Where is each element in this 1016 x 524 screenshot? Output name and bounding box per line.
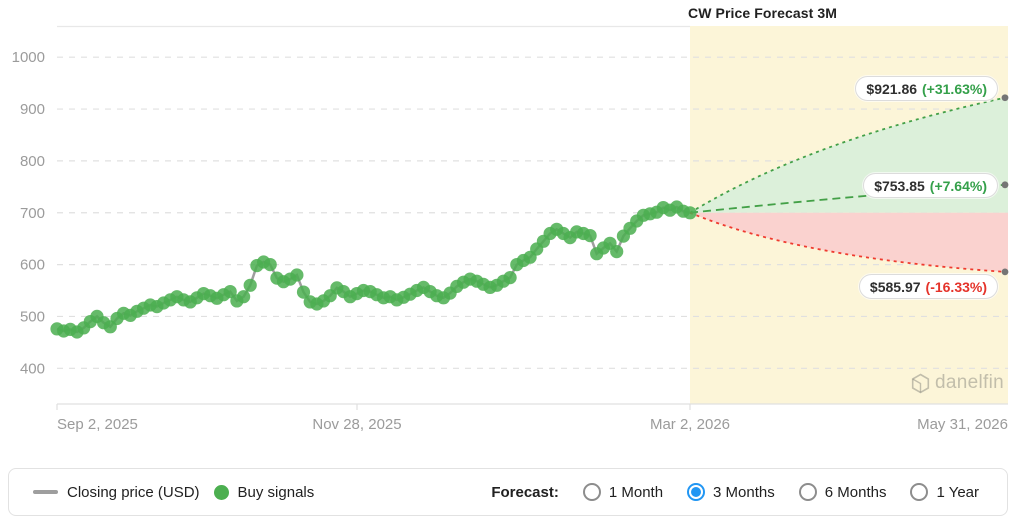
radio-icon[interactable]	[687, 483, 706, 501]
forecast-mid-price: $753.85	[874, 177, 925, 194]
buy-signal-point	[263, 258, 277, 272]
forecast-high-price: $921.86	[866, 80, 918, 97]
price-chart: 400 500 600 700 800 900 1000 Sep 2, 2025 Nov 28,…	[12, 25, 1009, 433]
danelfin-watermark: danelfin	[910, 372, 1004, 394]
x-axis-tick-label: Mar 2, 2026	[650, 416, 730, 433]
closing-price-line	[56, 205, 691, 334]
forecast-low-price: $585.97	[869, 278, 921, 295]
x-axis-tick-label: Sep 2, 2025	[57, 416, 138, 433]
radio-label: 1 Year	[936, 483, 979, 501]
radio-label: 6 Months	[824, 483, 887, 501]
radio-label: 1 Month	[608, 483, 664, 501]
forecast-high-line	[689, 96, 1006, 214]
chart-title: CW Price Forecast 3M	[688, 5, 838, 21]
x-axis-tick-label: May 31, 2026	[917, 416, 1008, 433]
y-axis-tick-label: 700	[20, 205, 45, 222]
forecast-downside-area	[690, 212, 1008, 272]
y-axis-tick-label: 800	[20, 153, 45, 170]
y-axis-tick-label: 500	[20, 308, 45, 325]
forecast-option-3-months[interactable]: 3 Months	[687, 483, 775, 501]
forecast-option-1-year[interactable]: 1 Year	[910, 483, 979, 501]
forecast-high-pct: (+31.63%)	[922, 80, 987, 97]
y-axis-tick-label: 900	[20, 101, 45, 118]
watermark-label: danelfin	[935, 372, 1004, 393]
buy-signal-point	[583, 229, 597, 243]
legend-buy-signals: Buy signals	[213, 483, 315, 501]
forecast-option-6-months[interactable]: 6 Months	[798, 483, 887, 501]
danelfin-logo-icon	[911, 373, 930, 393]
forecast-endpoint-dot	[1001, 94, 1009, 102]
radio-icon[interactable]	[582, 483, 601, 501]
x-axis-tick-label: Nov 28, 2025	[312, 416, 401, 433]
legend-bar: Closing price (USD) Buy signals Forecast…	[8, 468, 1008, 516]
buy-signals-label: Buy signals	[237, 483, 315, 501]
buy-signal-point	[610, 245, 624, 259]
buy-signal-point	[683, 206, 697, 220]
buy-signal-point	[290, 268, 304, 282]
buy-signal-point	[503, 271, 517, 285]
buy-signal-point	[223, 285, 237, 299]
legend-closing-price: Closing price (USD)	[33, 484, 200, 501]
radio-icon[interactable]	[910, 483, 929, 501]
forecast-low-label: $585.97 (-16.33%)	[858, 274, 998, 299]
forecast-mid-label: $753.85 (+7.64%)	[863, 173, 998, 198]
buy-signal-point	[237, 290, 251, 304]
radio-icon[interactable]	[798, 483, 817, 501]
buy-signal-point	[296, 285, 311, 299]
forecast-selector: Forecast: 1 Month 3 Months 6 Months 1 Year	[491, 483, 979, 501]
y-axis-tick-label: 400	[20, 360, 45, 377]
closing-price-label: Closing price (USD)	[67, 483, 200, 501]
forecast-option-1-month[interactable]: 1 Month	[582, 483, 664, 501]
y-axis-tick-label: 1000	[12, 49, 45, 66]
forecast-low-pct: (-16.33%)	[925, 278, 987, 295]
buy-signal-point	[243, 278, 257, 292]
radio-label: 3 Months	[713, 483, 775, 501]
forecast-mid-pct: (+7.64%)	[929, 177, 987, 194]
forecast-selector-label: Forecast:	[491, 483, 559, 501]
forecast-endpoint-dot	[1001, 181, 1009, 189]
forecast-high-label: $921.86 (+31.63%)	[855, 76, 998, 101]
forecast-options-group: 1 Month 3 Months 6 Months 1 Year	[582, 483, 979, 501]
forecast-endpoint-dot	[1001, 268, 1009, 276]
y-axis-tick-label: 600	[20, 257, 45, 274]
closing-price-line-swatch	[33, 490, 58, 494]
buy-signal-dot-swatch	[213, 484, 229, 500]
